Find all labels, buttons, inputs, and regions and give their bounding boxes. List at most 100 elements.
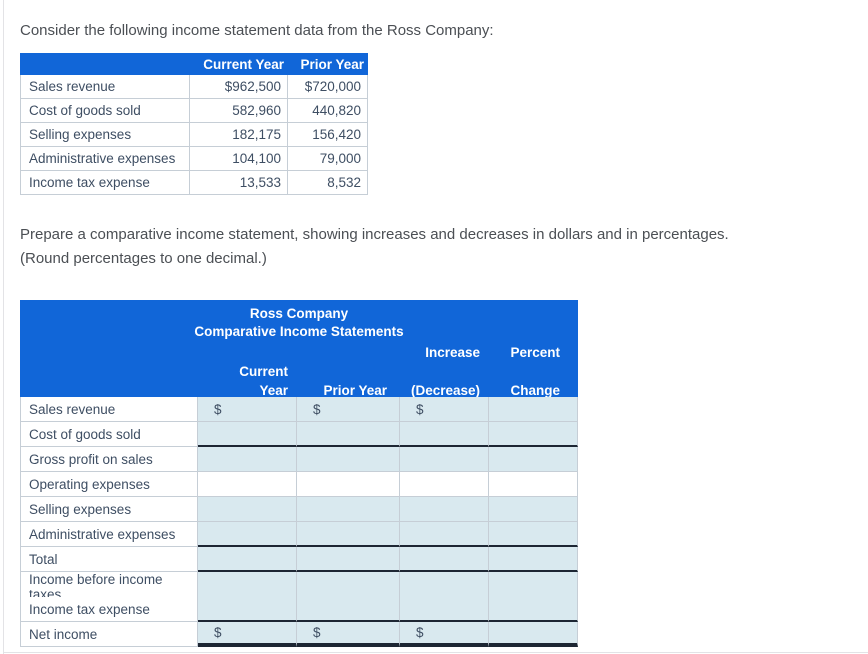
table-row: Selling expenses xyxy=(21,497,578,522)
comparative-statement-table: Ross Company Comparative Income Statemen… xyxy=(20,300,578,647)
input-cell-prior-year[interactable] xyxy=(297,497,400,522)
input-cell-current-year[interactable] xyxy=(198,447,297,472)
table-row: Income tax expense 13,533 8,532 xyxy=(21,171,368,195)
page-left-border xyxy=(3,0,4,654)
source-table-body: Sales revenue $962,500 $720,000 Cost of goo… xyxy=(20,75,368,195)
input-cell-percent-change[interactable] xyxy=(489,522,578,547)
row-label: Selling expenses xyxy=(21,123,190,147)
row-label: Administrative expenses xyxy=(21,522,198,547)
table-row: Net income $ $ $ xyxy=(21,622,578,647)
table-row: Cost of goods sold xyxy=(21,422,578,447)
instruction-line-2: (Round percentages to one decimal.) xyxy=(20,250,267,267)
prior-year-value: 156,420 xyxy=(288,123,368,147)
input-cell-percent-change[interactable] xyxy=(489,547,578,572)
table-row: Cost of goods sold 582,960 440,820 xyxy=(21,99,368,123)
input-cell-percent-change[interactable] xyxy=(489,497,578,522)
input-cell-prior-year[interactable]: $ xyxy=(297,622,400,647)
row-label: Income tax expense xyxy=(21,171,190,195)
intro-text: Consider the following income statement … xyxy=(20,22,494,39)
row-label: Selling expenses xyxy=(21,497,198,522)
table-row: Income tax expense xyxy=(21,597,578,622)
table-row: Selling expenses 182,175 156,420 xyxy=(21,123,368,147)
current-year-value: 13,533 xyxy=(190,171,288,195)
input-cell-current-year[interactable] xyxy=(198,547,297,572)
table-row: Income before income taxes xyxy=(21,572,578,603)
input-cell-increase-decrease[interactable]: $ xyxy=(400,622,489,647)
input-cell-prior-year[interactable] xyxy=(297,547,400,572)
input-cell-increase-decrease[interactable] xyxy=(400,447,489,472)
table-row: Operating expenses xyxy=(21,472,578,497)
table-row: Sales revenue $962,500 $720,000 xyxy=(21,75,368,99)
table-row: Sales revenue $ $ $ xyxy=(21,397,578,422)
prior-year-value: 79,000 xyxy=(288,147,368,171)
input-cell-percent-change[interactable] xyxy=(489,447,578,472)
statement-title: Ross Company xyxy=(249,306,349,321)
input-cell-current-year[interactable] xyxy=(198,422,297,447)
statement-subtitle: Comparative Income Statements xyxy=(194,324,404,339)
row-label: Gross profit on sales xyxy=(21,447,198,472)
input-cell-prior-year[interactable]: $ xyxy=(297,397,400,422)
row-label: Total xyxy=(21,547,198,572)
page-bottom-border xyxy=(3,652,868,653)
row-label: Sales revenue xyxy=(21,75,190,99)
header-cell-decrease: (Decrease) xyxy=(410,383,480,398)
input-cell-percent-change[interactable] xyxy=(489,597,578,622)
input-cell-increase-decrease[interactable]: $ xyxy=(400,397,489,422)
input-cell-percent-change[interactable] xyxy=(489,397,578,422)
source-data-table: Current Year Prior Year Sales revenue $96… xyxy=(20,53,368,195)
input-cell-prior-year[interactable] xyxy=(297,597,400,622)
header-cell-prior-year: Prior Year xyxy=(323,383,387,398)
statement-column-headers: Increase Percent Current Year Prior Year… xyxy=(20,343,578,400)
header-cell-current: Current xyxy=(239,364,288,379)
statement-table-header: Ross Company Comparative Income Statemen… xyxy=(20,300,578,400)
input-cell-increase-decrease[interactable] xyxy=(400,597,489,622)
input-cell-increase-decrease[interactable] xyxy=(400,522,489,547)
header-cell-percent: Percent xyxy=(510,345,560,360)
input-cell-prior-year xyxy=(297,472,400,497)
input-cell-current-year[interactable] xyxy=(198,597,297,622)
input-cell-increase-decrease[interactable] xyxy=(400,547,489,572)
input-cell-percent-change xyxy=(489,472,578,497)
header-cell-change: Change xyxy=(510,383,560,398)
input-cell-prior-year[interactable] xyxy=(297,422,400,447)
input-cell-current-year[interactable]: $ xyxy=(198,622,297,647)
input-cell-current-year[interactable] xyxy=(198,522,297,547)
statement-table-body: Sales revenue $ $ $ Cost of goods sold Gross … xyxy=(20,397,578,647)
instruction-line-1: Prepare a comparative income statement, … xyxy=(20,226,729,243)
current-year-value: 182,175 xyxy=(190,123,288,147)
prior-year-value: 8,532 xyxy=(288,171,368,195)
input-cell-current-year[interactable] xyxy=(198,497,297,522)
input-cell-percent-change[interactable] xyxy=(489,422,578,447)
input-cell-prior-year[interactable] xyxy=(297,447,400,472)
prior-year-value: $720,000 xyxy=(288,75,368,99)
input-cell-increase-decrease[interactable] xyxy=(400,422,489,447)
input-cell-current-year xyxy=(198,472,297,497)
input-cell-prior-year[interactable] xyxy=(297,522,400,547)
row-label: Sales revenue xyxy=(21,397,198,422)
row-label: Income tax expense xyxy=(21,597,198,622)
table-row: Administrative expenses xyxy=(21,522,578,547)
prior-year-value: 440,820 xyxy=(288,99,368,123)
current-year-value: 582,960 xyxy=(190,99,288,123)
header-cell-current-year: Current Year xyxy=(203,56,284,72)
current-year-value: 104,100 xyxy=(190,147,288,171)
table-row: Administrative expenses 104,100 79,000 xyxy=(21,147,368,171)
row-label: Administrative expenses xyxy=(21,147,190,171)
header-cell-prior-year: Prior Year xyxy=(300,56,364,72)
input-cell-percent-change[interactable] xyxy=(489,622,578,647)
source-table-header: Current Year Prior Year xyxy=(20,53,368,75)
current-year-value: $962,500 xyxy=(190,75,288,99)
row-label: Cost of goods sold xyxy=(21,422,198,447)
table-row: Total xyxy=(21,547,578,572)
instruction-text: Prepare a comparative income statement, … xyxy=(20,223,820,271)
row-label: Net income xyxy=(21,622,198,647)
table-row: Gross profit on sales xyxy=(21,447,578,472)
row-label: Operating expenses xyxy=(21,472,198,497)
header-cell-increase: Increase xyxy=(425,345,480,360)
row-label: Cost of goods sold xyxy=(21,99,190,123)
header-cell-year: Year xyxy=(259,383,288,398)
input-cell-increase-decrease xyxy=(400,472,489,497)
input-cell-increase-decrease[interactable] xyxy=(400,497,489,522)
input-cell-current-year[interactable]: $ xyxy=(198,397,297,422)
